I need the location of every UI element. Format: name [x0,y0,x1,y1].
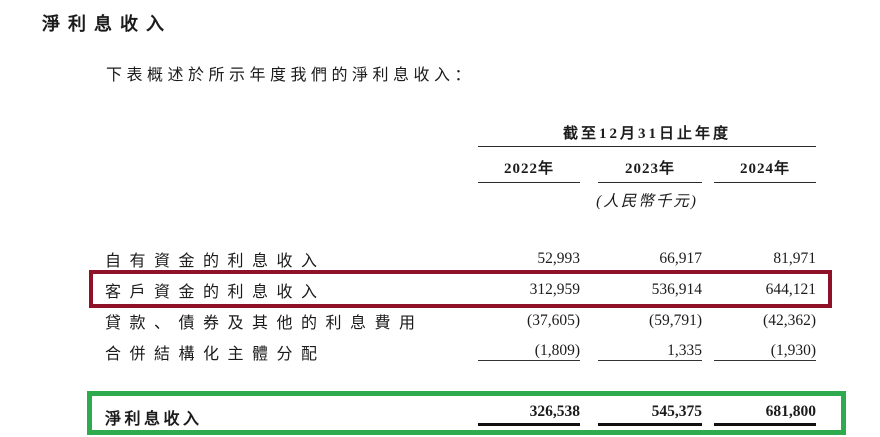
total-cell: 681,800 [714,403,816,426]
table-row-own-funds-interest-income: 自有資金的利息收入 52,993 66,917 81,971 [105,243,816,274]
table-cell: 52,993 [537,249,580,267]
table-period-header-row: 截至12月31日止年度 [105,115,816,147]
table-row-consolidated-structured-entities: 合併結構化主體分配 (1,809) 1,335 (1,930) [105,336,816,367]
intro-text: 下表概述於所示年度我們的淨利息收入： [106,67,476,84]
table-cell: (37,605) [527,311,580,329]
table-cell: 536,914 [651,280,702,298]
total-cell: 326,538 [478,403,580,426]
net-interest-income-table: 截至12月31日止年度 2022年 2023年 2024年 (人民幣千元) 自有… [105,115,816,431]
table-cell: 1,335 [598,342,702,361]
row-label: 客戶資金的利息收入 [105,283,326,301]
table-row-interest-expense: 貸款、債券及其他的利息費用 (37,605) (59,791) (42,362) [105,305,816,336]
currency-unit-note: (人民幣千元) [596,193,698,210]
table-cell: 81,971 [773,249,816,267]
table-cell: (42,362) [763,311,816,329]
table-cell: (1,809) [478,342,580,361]
year-column-header-2023: 2023年 [598,147,702,183]
row-label: 自有資金的利息收入 [105,252,326,270]
green-highlight-box [87,391,846,435]
table-cell: 644,121 [765,280,816,298]
table-unit-row: (人民幣千元) [105,183,816,217]
table-total-row: 淨利息收入 326,538 545,375 681,800 [105,396,816,431]
year-column-header-2022: 2022年 [478,147,580,183]
period-header: 截至12月31日止年度 [478,115,816,147]
table-cell: 312,959 [529,280,580,298]
table-year-header-row: 2022年 2023年 2024年 [105,147,816,183]
row-label: 合併結構化主體分配 [105,345,326,363]
section-title: 淨利息收入 [42,14,172,34]
red-highlight-box [89,270,832,308]
year-column-header-2024: 2024年 [714,147,816,183]
table-cell: (59,791) [649,311,702,329]
total-row-label: 淨利息收入 [105,411,203,428]
table-spacer [105,217,816,243]
table-cell: (1,930) [714,342,816,361]
table-row-customer-funds-interest-income: 客戶資金的利息收入 312,959 536,914 644,121 [105,274,816,305]
total-cell: 545,375 [598,403,702,426]
table-cell: 66,917 [659,249,702,267]
row-label: 貸款、債券及其他的利息費用 [105,314,424,332]
